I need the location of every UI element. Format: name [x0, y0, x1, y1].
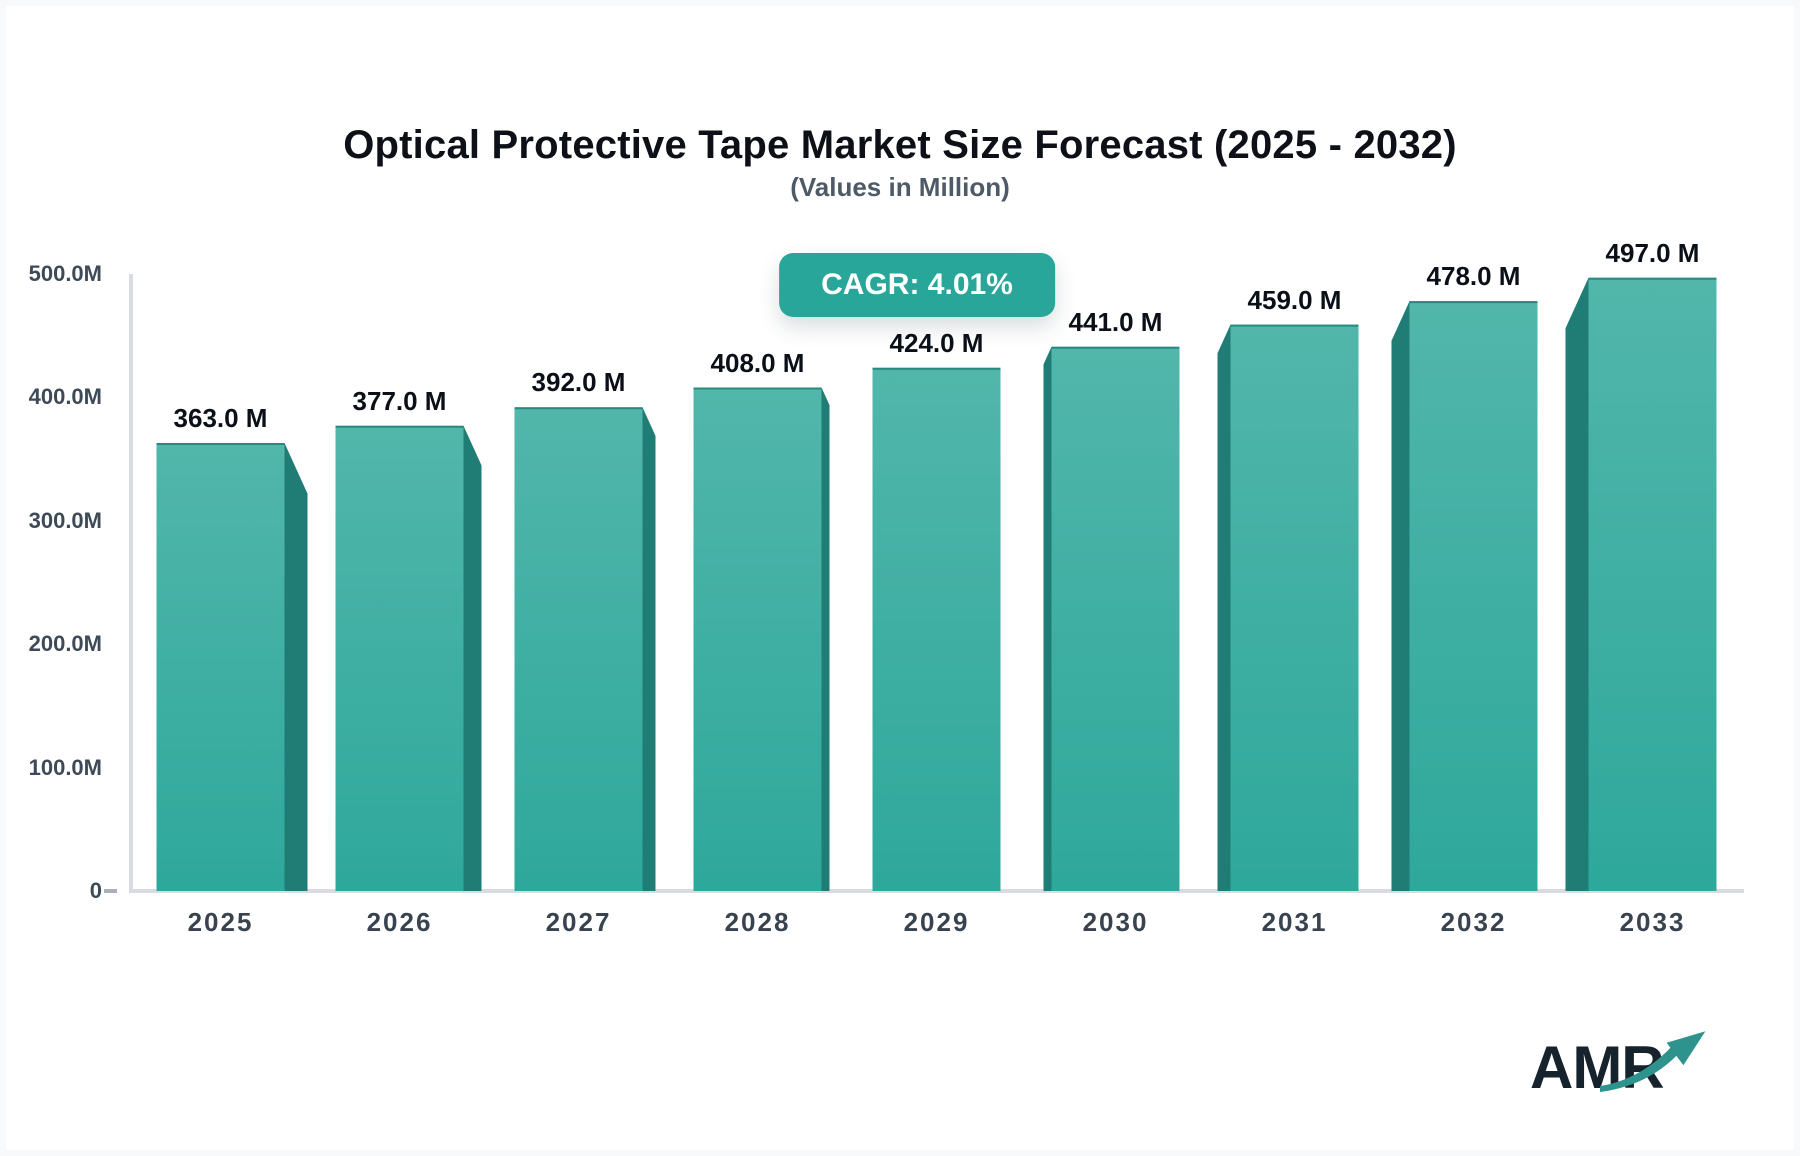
- y-tick-200: 200.0M: [28, 631, 102, 657]
- bar-2030: [1051, 346, 1180, 891]
- x-label-2030: 2030: [1082, 907, 1149, 937]
- bar-side-face-2033: [1565, 277, 1589, 891]
- value-label-2027: 392.0 M: [531, 367, 626, 398]
- bar-side-face-2032: [1391, 301, 1410, 891]
- amr-logo: AMR: [1530, 1026, 1742, 1110]
- x-label-2026: 2026: [366, 907, 433, 937]
- x-label-2025: 2025: [187, 907, 254, 937]
- bar-2033: [1588, 277, 1717, 891]
- x-label-2032: 2032: [1440, 907, 1507, 937]
- x-label-2033: 2033: [1619, 907, 1686, 937]
- x-label-2027: 2027: [545, 907, 612, 937]
- y-tick-300: 300.0M: [28, 507, 102, 533]
- value-label-2032: 478.0 M: [1426, 261, 1521, 292]
- bar-side-face-2025: [284, 443, 308, 891]
- bar-side-face-2026: [463, 425, 482, 891]
- value-label-2025: 363.0 M: [173, 403, 268, 434]
- x-label-2031: 2031: [1261, 907, 1328, 937]
- bar-2029: [872, 367, 1001, 891]
- value-label-2026: 377.0 M: [352, 385, 447, 416]
- y-tick-0: 0: [89, 878, 102, 903]
- chart-subtitle: (Values in Million): [790, 172, 1010, 202]
- x-label-2029: 2029: [903, 907, 970, 937]
- bar-2032: [1409, 301, 1538, 891]
- logo-arrow-icon: [1600, 1031, 1706, 1092]
- zero-tick-dash: [104, 889, 117, 893]
- y-tick-500: 500.0M: [28, 261, 102, 286]
- bar-2027: [514, 407, 643, 891]
- bar-2031: [1230, 324, 1359, 891]
- x-label-2028: 2028: [724, 907, 791, 937]
- x-axis-line: [129, 889, 1744, 893]
- cagr-badge: CAGR: 4.01%: [779, 253, 1055, 317]
- y-tick-400: 400.0M: [28, 384, 102, 410]
- chart-title: Optical Protective Tape Market Size Fore…: [343, 122, 1457, 167]
- logo-text: AMR: [1530, 1034, 1664, 1101]
- value-label-2030: 441.0 M: [1068, 306, 1163, 337]
- bar-side-face-2030: [1043, 346, 1052, 891]
- plot-area: 500.0M 400.0M 300.0M 200.0M 100.0M 0 363.0 M 3…: [29, 238, 1744, 937]
- value-label-2029: 424.0 M: [889, 327, 984, 358]
- bar-side-face-2028: [821, 387, 830, 891]
- y-tick-100: 100.0M: [28, 754, 102, 780]
- bar-side-face-2031: [1217, 324, 1231, 891]
- bar-2025: [156, 443, 285, 891]
- value-label-2031: 459.0 M: [1247, 284, 1342, 315]
- bars-layer: [156, 277, 1717, 891]
- y-axis-line: [129, 274, 133, 893]
- bar-2026: [335, 425, 464, 891]
- value-label-2028: 408.0 M: [710, 347, 805, 378]
- bar-2028: [693, 387, 822, 891]
- bar-side-face-2027: [642, 407, 656, 891]
- value-label-2033: 497.0 M: [1605, 237, 1700, 268]
